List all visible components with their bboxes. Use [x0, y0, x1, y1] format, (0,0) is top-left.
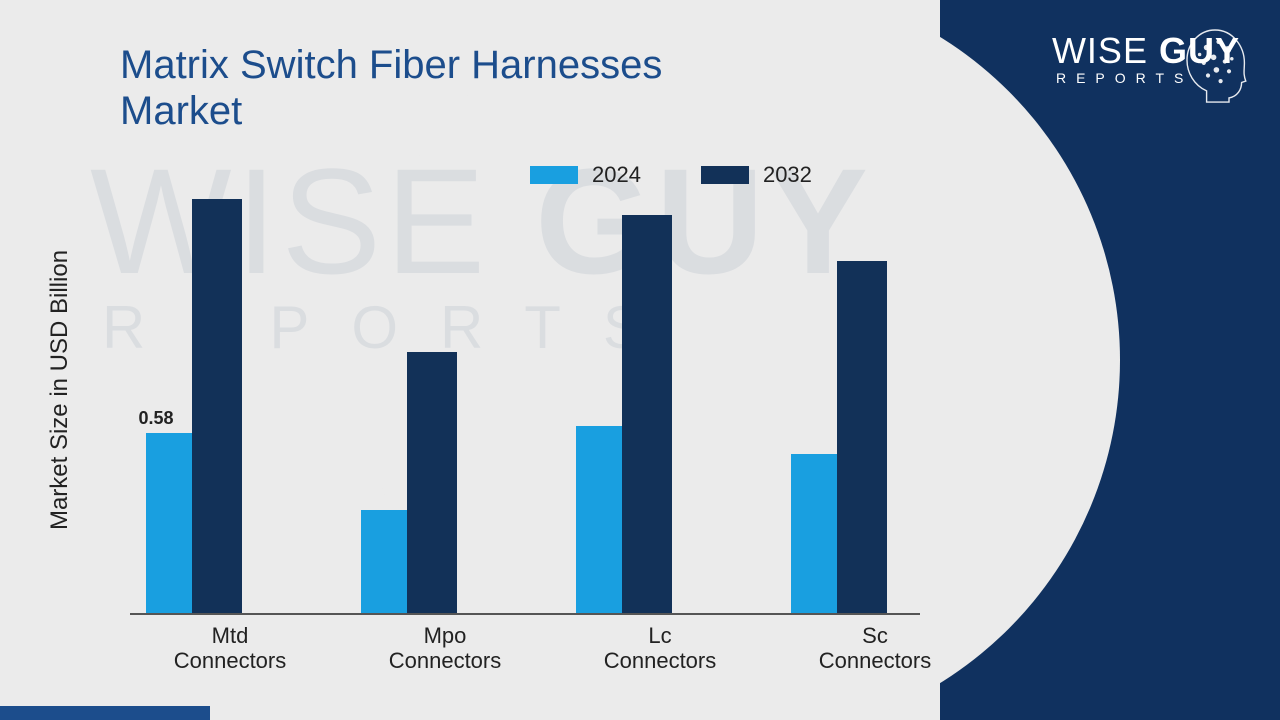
bar — [192, 199, 242, 613]
y-axis-label: Market Size in USD Billion — [46, 250, 74, 530]
bar-value-label: 0.58 — [116, 408, 196, 429]
bar — [622, 215, 672, 613]
bottom-accent-bar — [0, 706, 210, 720]
brand-word-1: WISE — [1052, 30, 1148, 71]
legend-label-2024: 2024 — [592, 162, 641, 188]
bar — [407, 352, 457, 613]
x-axis-tick-label: LcConnectors — [570, 623, 750, 674]
bar — [361, 510, 411, 613]
x-axis-tick-label: ScConnectors — [785, 623, 965, 674]
chart-title: Matrix Switch Fiber Harnesses Market — [120, 42, 740, 134]
bar — [791, 454, 841, 613]
legend-swatch-2032 — [701, 166, 749, 184]
x-axis-tick-label: MpoConnectors — [355, 623, 535, 674]
bar: 0.58 — [146, 433, 196, 613]
legend-swatch-2024 — [530, 166, 578, 184]
chart-plot: 0.58 — [130, 195, 920, 615]
brand-logo: WISE GUY REPORTS — [1052, 30, 1240, 86]
legend: 2024 2032 — [530, 162, 812, 188]
bar — [576, 426, 626, 613]
bar — [837, 261, 887, 613]
x-axis-tick-label: MtdConnectors — [140, 623, 320, 674]
x-axis-baseline — [130, 613, 920, 615]
brand-head-icon — [1180, 25, 1250, 105]
legend-item-2032: 2032 — [701, 162, 812, 188]
legend-label-2032: 2032 — [763, 162, 812, 188]
legend-item-2024: 2024 — [530, 162, 641, 188]
x-axis-labels: MtdConnectorsMpoConnectorsLcConnectorsSc… — [130, 617, 920, 677]
